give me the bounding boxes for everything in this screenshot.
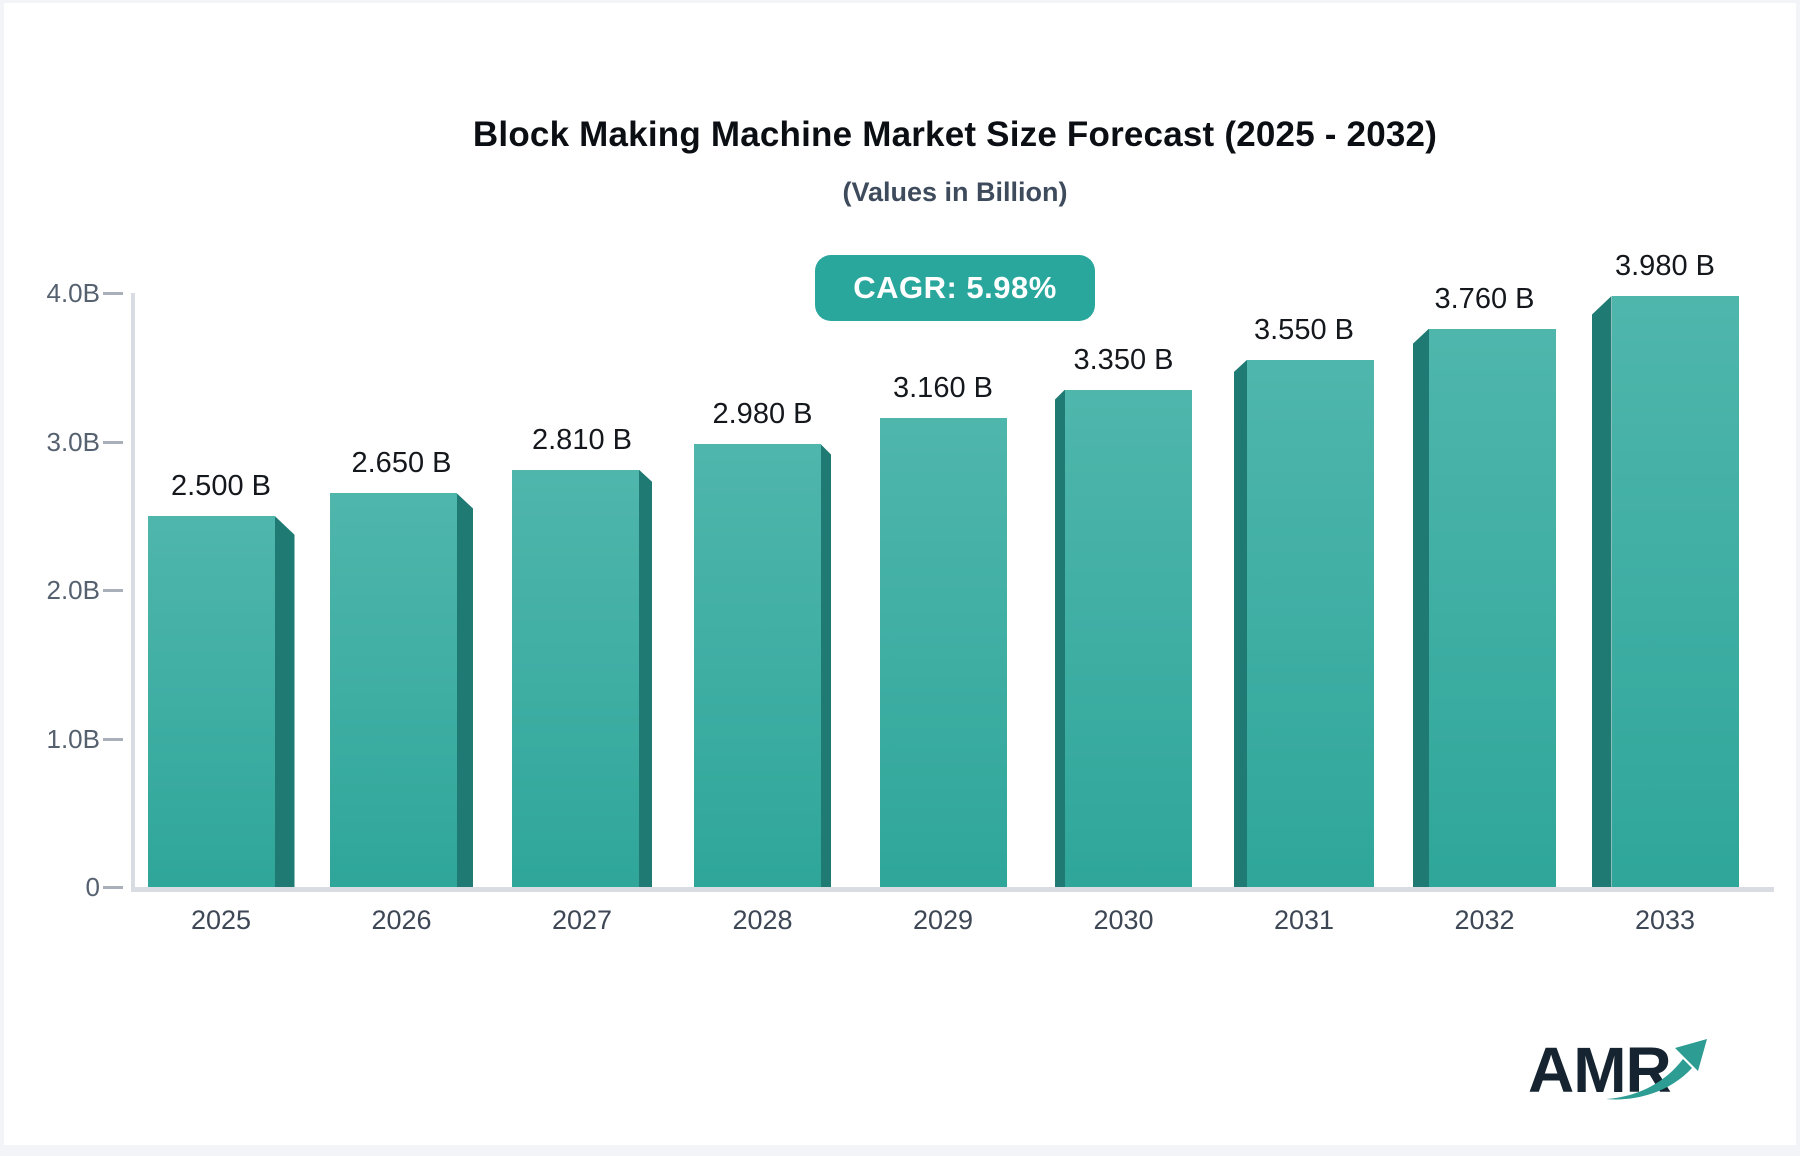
- cagr-badge-row: CAGR: 5.98%: [144, 255, 1766, 321]
- bar-2025: [147, 515, 295, 887]
- bar-face-2025: [147, 515, 275, 887]
- bar-side-shadow-2030: [1055, 389, 1065, 887]
- chart-card: Block Making Machine Market Size Forecas…: [4, 3, 1796, 1145]
- x-tick-label-2032: 2032: [1454, 905, 1515, 935]
- x-tick-label-2026: 2026: [371, 905, 432, 935]
- bar-value-label-2026: 2.650 B: [351, 447, 452, 480]
- growth-arrow-icon: [1606, 1037, 1710, 1108]
- chart-subtitle: (Values in Billion): [842, 177, 1068, 207]
- y-axis-line: [131, 293, 135, 892]
- x-tick-label-2029: 2029: [912, 905, 974, 935]
- bar-2032: [1413, 328, 1556, 887]
- bar-side-shadow-2025: [274, 515, 295, 887]
- x-axis-baseline: [131, 887, 1774, 892]
- bar-value-label-2030: 3.350 B: [1073, 343, 1174, 376]
- bar-2029: [879, 417, 1007, 887]
- x-tick-label-2031: 2031: [1273, 905, 1335, 935]
- y-tick-label-3.0B: 3.0B: [46, 426, 101, 457]
- bar-side-shadow-2032: [1413, 328, 1429, 887]
- y-tick-dash: [103, 589, 123, 592]
- bar-face-2029: [879, 417, 1007, 887]
- bar-value-label-2031: 3.550 B: [1254, 313, 1354, 346]
- bar-2028: [694, 444, 831, 887]
- bar-2026: [330, 493, 473, 887]
- bar-face-2028: [694, 444, 821, 887]
- bar-face-2026: [330, 493, 457, 887]
- cagr-badge: CAGR: 5.98%: [815, 255, 1095, 321]
- bar-2033: [1591, 295, 1739, 887]
- bar-value-label-2027: 2.810 B: [532, 423, 632, 456]
- y-tick-dash: [103, 292, 123, 295]
- bar-2030: [1055, 389, 1192, 887]
- bar-side-shadow-2026: [457, 493, 473, 887]
- bar-side-shadow-2028: [821, 444, 831, 887]
- bar-face-2027: [512, 469, 639, 887]
- y-tick-label-1.0B: 1.0B: [46, 723, 101, 754]
- bar-2027: [512, 469, 652, 887]
- bar-face-2032: [1429, 328, 1556, 887]
- bar-value-label-2033: 3.980 B: [1615, 249, 1715, 282]
- bar-face-2031: [1247, 359, 1374, 887]
- bar-value-label-2025: 2.500 B: [171, 469, 271, 502]
- bar-face-2033: [1611, 295, 1739, 887]
- y-tick-dash: [103, 737, 123, 741]
- bar-value-label-2029: 3.160 B: [893, 371, 993, 404]
- bar-2031: [1234, 359, 1374, 887]
- bar-face-2030: [1065, 389, 1192, 887]
- y-tick-label-2.0B: 2.0B: [46, 575, 101, 605]
- x-tick-label-2025: 2025: [190, 905, 252, 935]
- brand-logo: AMR: [1528, 1035, 1728, 1115]
- y-tick-dash: [103, 886, 123, 889]
- x-tick-label-2033: 2033: [1634, 905, 1696, 935]
- y-tick-label-0: 0: [85, 872, 100, 902]
- x-tick-label-2027: 2027: [551, 905, 613, 935]
- x-tick-label-2028: 2028: [732, 905, 793, 935]
- y-tick-label-4.0B: 4.0B: [46, 278, 101, 308]
- bar-side-shadow-2031: [1234, 359, 1247, 887]
- bar-value-label-2028: 2.980 B: [712, 398, 813, 431]
- chart-title: Block Making Machine Market Size Forecas…: [472, 115, 1438, 154]
- y-tick-dash: [103, 440, 123, 444]
- bar-side-shadow-2027: [639, 469, 652, 887]
- x-tick-label-2030: 2030: [1093, 905, 1154, 935]
- bar-value-label-2032: 3.760 B: [1434, 282, 1535, 315]
- bar-side-shadow-2033: [1591, 295, 1612, 887]
